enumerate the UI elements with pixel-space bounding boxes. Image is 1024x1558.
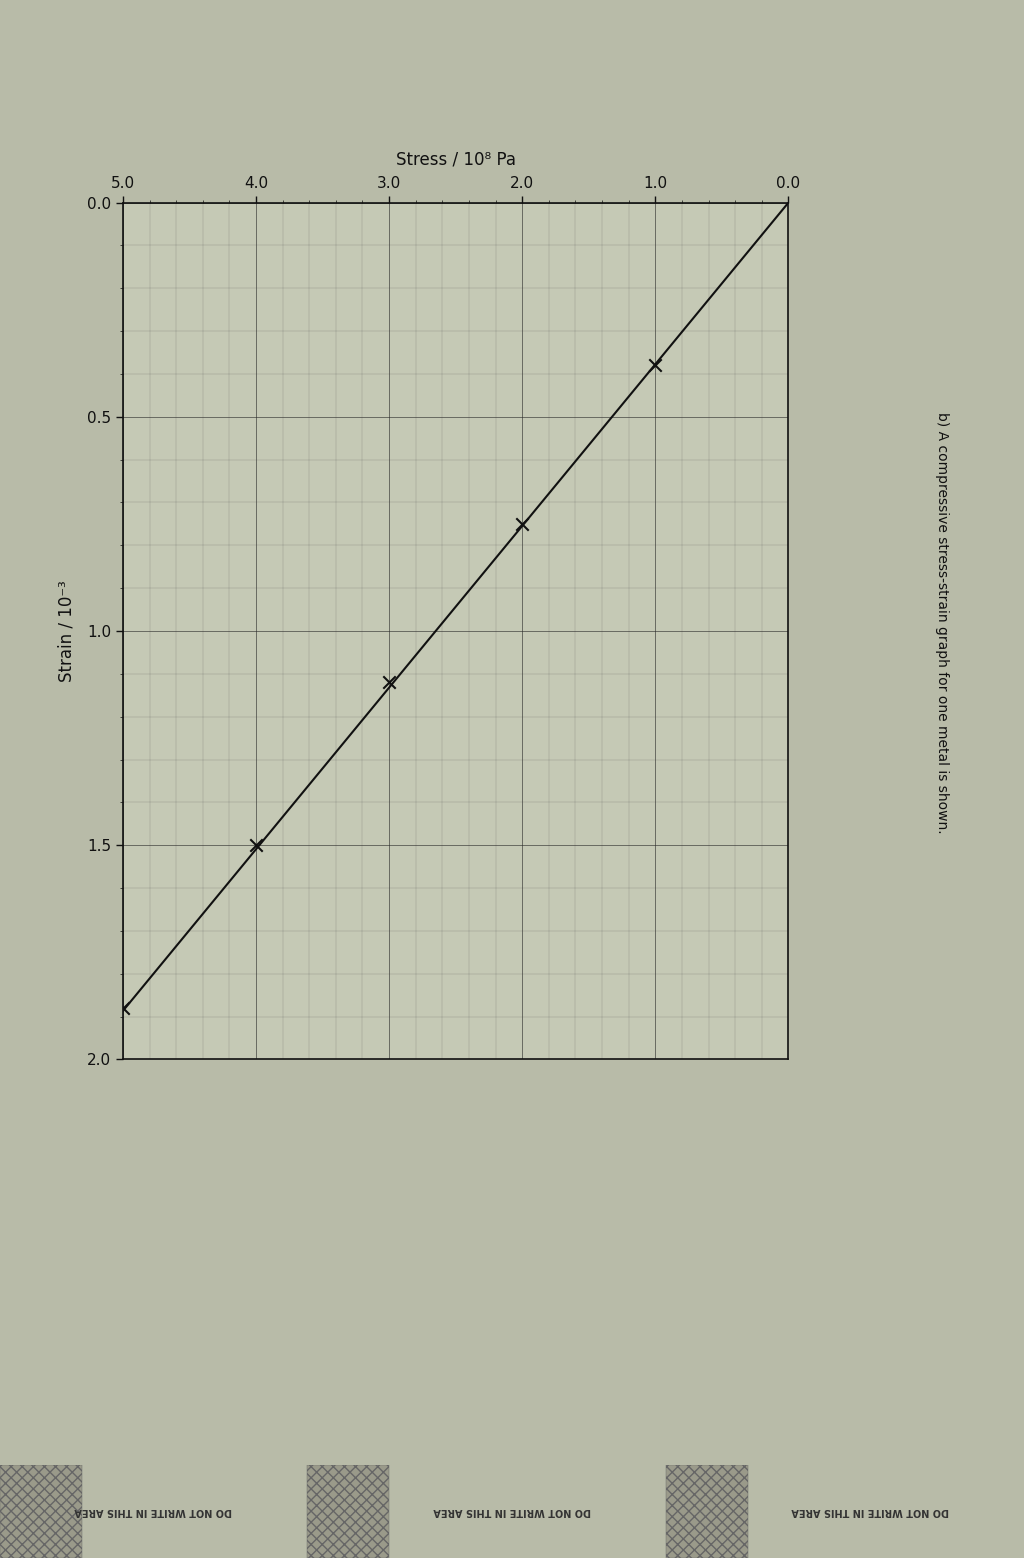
Point xyxy=(381,670,397,695)
Point xyxy=(514,511,530,536)
Text: DO NOT WRITE IN THIS AREA: DO NOT WRITE IN THIS AREA xyxy=(433,1507,591,1516)
Text: b) A compressive stress-strain graph for one metal is shown.: b) A compressive stress-strain graph for… xyxy=(935,413,949,834)
Text: DO NOT WRITE IN THIS AREA: DO NOT WRITE IN THIS AREA xyxy=(792,1507,949,1516)
Y-axis label: Strain / 10⁻³: Strain / 10⁻³ xyxy=(57,580,76,682)
Bar xyxy=(666,1465,748,1558)
Text: DO NOT WRITE IN THIS AREA: DO NOT WRITE IN THIS AREA xyxy=(75,1507,232,1516)
X-axis label: Stress / 10⁸ Pa: Stress / 10⁸ Pa xyxy=(395,151,516,168)
Bar xyxy=(307,1465,389,1558)
Point xyxy=(647,352,664,377)
Bar xyxy=(0,1465,82,1558)
Point xyxy=(115,996,131,1020)
Point xyxy=(248,832,264,857)
